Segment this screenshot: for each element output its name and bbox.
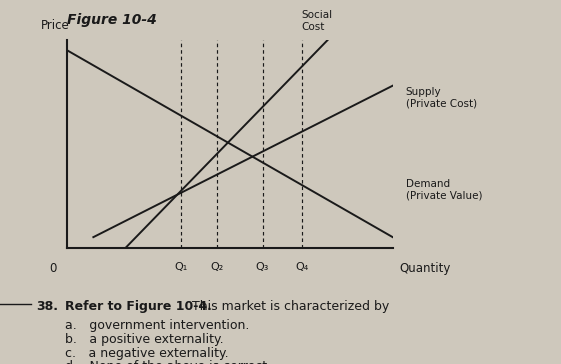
Text: c. a negative externality.: c. a negative externality. bbox=[65, 347, 228, 360]
Text: Social
Cost: Social Cost bbox=[302, 10, 333, 32]
Text: Figure 10-4: Figure 10-4 bbox=[67, 13, 157, 27]
Text: Q₁: Q₁ bbox=[174, 262, 188, 272]
Text: Supply
(Private Cost): Supply (Private Cost) bbox=[406, 87, 477, 109]
Text: d. None of the above is correct.: d. None of the above is correct. bbox=[65, 360, 270, 364]
Text: Q₂: Q₂ bbox=[210, 262, 224, 272]
Text: 0: 0 bbox=[49, 262, 56, 275]
Text: Price: Price bbox=[42, 19, 70, 32]
Text: This market is characterized by: This market is characterized by bbox=[188, 300, 389, 313]
Text: Quantity: Quantity bbox=[399, 262, 450, 275]
Text: Demand
(Private Value): Demand (Private Value) bbox=[406, 179, 482, 200]
Text: b. a positive externality.: b. a positive externality. bbox=[65, 333, 223, 346]
Text: Q₄: Q₄ bbox=[295, 262, 308, 272]
Text: 38.: 38. bbox=[36, 300, 58, 313]
Text: a. government intervention.: a. government intervention. bbox=[65, 318, 249, 332]
Text: Q₃: Q₃ bbox=[256, 262, 269, 272]
Text: Refer to Figure 10-4.: Refer to Figure 10-4. bbox=[65, 300, 211, 313]
